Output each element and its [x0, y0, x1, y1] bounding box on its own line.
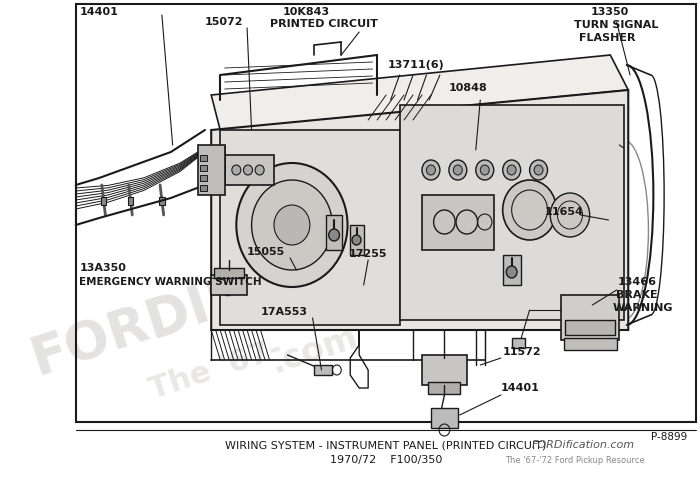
Text: PRINTED CIRCUIT: PRINTED CIRCUIT [270, 19, 377, 29]
Text: EMERGENCY WARNING SWITCH: EMERGENCY WARNING SWITCH [79, 277, 262, 287]
Circle shape [426, 165, 435, 175]
Bar [422, 355, 467, 385]
Bar [564, 338, 617, 350]
Circle shape [422, 160, 440, 180]
Bar [101, 197, 106, 205]
Text: TURN SIGNAL: TURN SIGNAL [575, 20, 659, 30]
Bar [428, 382, 460, 394]
Circle shape [476, 160, 494, 180]
Text: 10848: 10848 [449, 83, 488, 93]
Text: 13466: 13466 [617, 277, 657, 287]
Text: WIRING SYSTEM - INSTRUMENT PANEL (PRINTED CIRCUIT): WIRING SYSTEM - INSTRUMENT PANEL (PRINTE… [225, 440, 547, 450]
Bar [350, 225, 364, 255]
Bar [128, 197, 133, 205]
Text: 14401: 14401 [79, 7, 118, 17]
Text: 15072: 15072 [205, 17, 244, 27]
Circle shape [508, 165, 516, 175]
Text: 13350: 13350 [591, 7, 629, 17]
Bar [561, 295, 620, 340]
Circle shape [251, 180, 332, 270]
Bar [198, 145, 225, 195]
Bar [503, 255, 521, 285]
Circle shape [244, 165, 253, 175]
Text: .com: .com [267, 320, 362, 380]
Text: P-8899: P-8899 [651, 432, 687, 442]
Bar [76, 4, 696, 422]
Text: FLASHER: FLASHER [579, 33, 636, 43]
Text: 11572: 11572 [503, 347, 541, 357]
Circle shape [530, 160, 547, 180]
Text: 15055: 15055 [247, 247, 286, 257]
Text: 11654: 11654 [545, 207, 584, 217]
Circle shape [534, 165, 543, 175]
Bar [225, 155, 274, 185]
Bar [422, 195, 493, 250]
Circle shape [237, 163, 347, 287]
Text: 17255: 17255 [349, 249, 387, 259]
Bar [199, 165, 206, 171]
Bar [159, 197, 164, 205]
Circle shape [449, 160, 467, 180]
Bar [314, 365, 332, 375]
Polygon shape [211, 90, 629, 330]
Text: 1970/72    F100/350: 1970/72 F100/350 [330, 455, 442, 465]
Bar [400, 105, 624, 320]
Text: The '67-'72 Ford Pickup Resource: The '67-'72 Ford Pickup Resource [505, 456, 644, 465]
Bar [214, 268, 244, 278]
Bar [199, 155, 206, 161]
Bar [566, 320, 615, 335]
Bar [220, 130, 400, 325]
Text: 13A350: 13A350 [79, 263, 126, 273]
Text: 17A553: 17A553 [260, 307, 307, 317]
Circle shape [329, 229, 340, 241]
Bar [512, 338, 525, 348]
Text: FORDIFICATION: FORDIFICATION [25, 194, 479, 386]
Circle shape [454, 165, 462, 175]
Bar [199, 175, 206, 181]
Text: WARNING: WARNING [613, 303, 673, 313]
Polygon shape [211, 55, 629, 130]
Circle shape [550, 193, 589, 237]
Text: FORDification.com: FORDification.com [532, 440, 635, 450]
Circle shape [480, 165, 489, 175]
Circle shape [352, 235, 361, 245]
Circle shape [503, 160, 521, 180]
Text: 10K843: 10K843 [283, 7, 330, 17]
Circle shape [506, 266, 517, 278]
Text: 13711(6): 13711(6) [388, 60, 444, 70]
Text: The '67-: The '67- [146, 335, 286, 405]
Text: 14401: 14401 [501, 383, 540, 393]
Circle shape [256, 165, 264, 175]
Bar [431, 408, 458, 428]
Text: BRAKE: BRAKE [616, 290, 657, 300]
Circle shape [232, 165, 241, 175]
Bar [199, 185, 206, 191]
Circle shape [274, 205, 310, 245]
Bar [211, 275, 247, 295]
Bar [326, 215, 342, 250]
Circle shape [503, 180, 556, 240]
